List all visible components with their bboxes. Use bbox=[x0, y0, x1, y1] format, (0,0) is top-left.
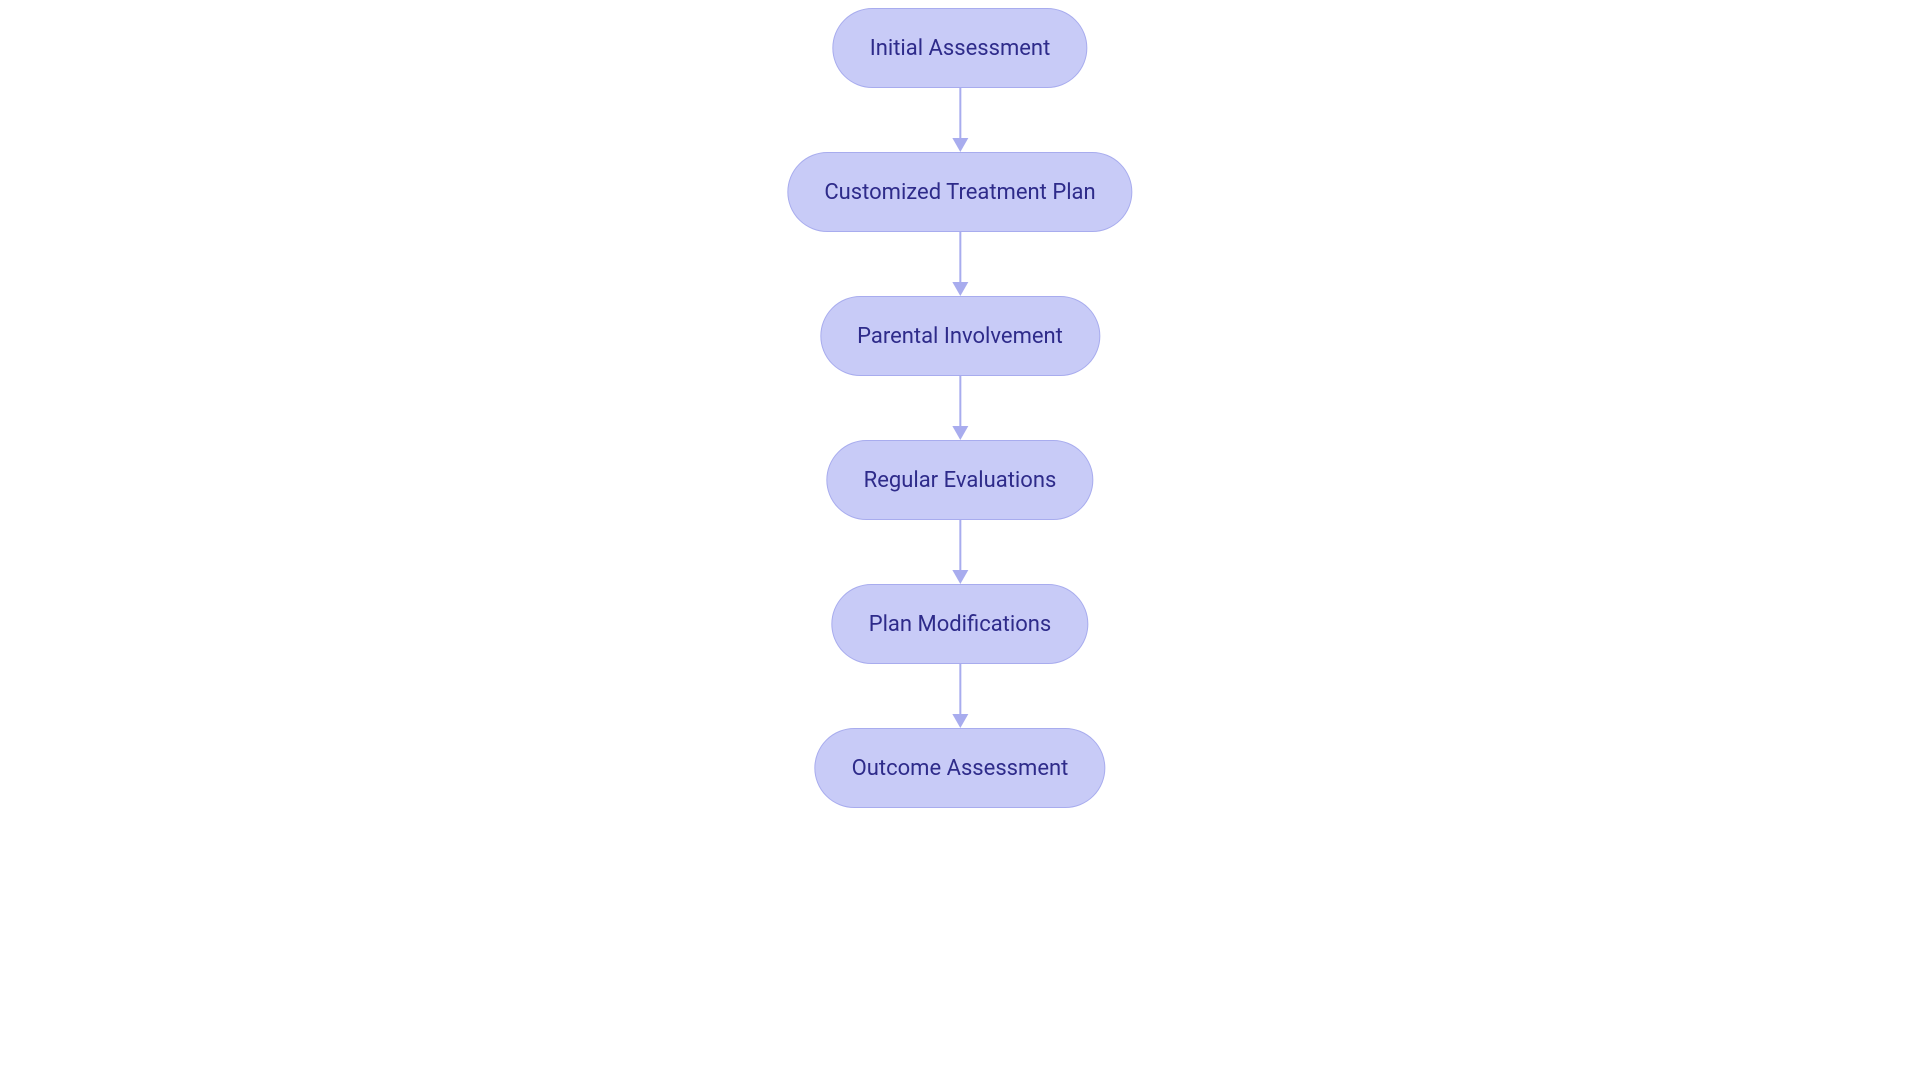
node-label: Plan Modifications bbox=[869, 612, 1052, 637]
flowchart-node-initial-assessment: Initial Assessment bbox=[833, 8, 1088, 88]
node-label: Initial Assessment bbox=[870, 36, 1051, 61]
flowchart-node-outcome-assessment: Outcome Assessment bbox=[815, 728, 1106, 808]
node-label: Regular Evaluations bbox=[864, 468, 1057, 493]
node-label: Customized Treatment Plan bbox=[824, 180, 1095, 205]
flowchart-node-parental-involvement: Parental Involvement bbox=[820, 296, 1100, 376]
flowchart-node-regular-evaluations: Regular Evaluations bbox=[827, 440, 1094, 520]
node-label: Outcome Assessment bbox=[852, 756, 1069, 781]
flowchart-arrow bbox=[959, 232, 961, 296]
node-label: Parental Involvement bbox=[857, 324, 1063, 349]
flowchart-arrow bbox=[959, 88, 961, 152]
flowchart-container: Initial Assessment Customized Treatment … bbox=[787, 8, 1132, 808]
flowchart-arrow bbox=[959, 664, 961, 728]
flowchart-node-plan-modifications: Plan Modifications bbox=[832, 584, 1089, 664]
flowchart-arrow bbox=[959, 376, 961, 440]
flowchart-arrow bbox=[959, 520, 961, 584]
flowchart-node-customized-treatment-plan: Customized Treatment Plan bbox=[787, 152, 1132, 232]
